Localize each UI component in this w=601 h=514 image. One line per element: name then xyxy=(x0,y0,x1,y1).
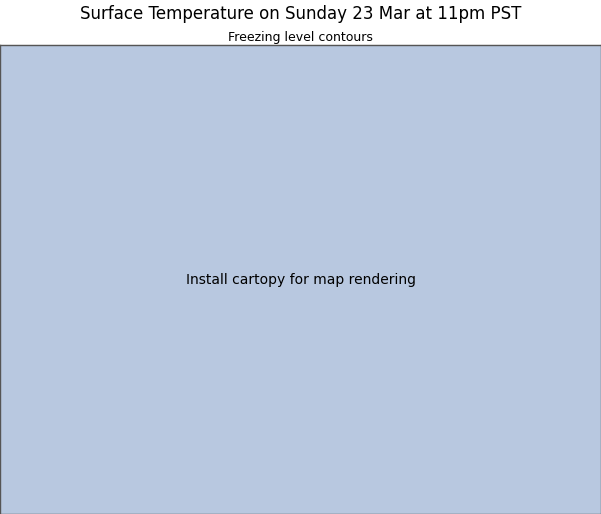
Text: Install cartopy for map rendering: Install cartopy for map rendering xyxy=(186,272,415,287)
Text: Surface Temperature on Sunday 23 Mar at 11pm PST: Surface Temperature on Sunday 23 Mar at … xyxy=(80,5,521,23)
Text: Freezing level contours: Freezing level contours xyxy=(228,31,373,44)
